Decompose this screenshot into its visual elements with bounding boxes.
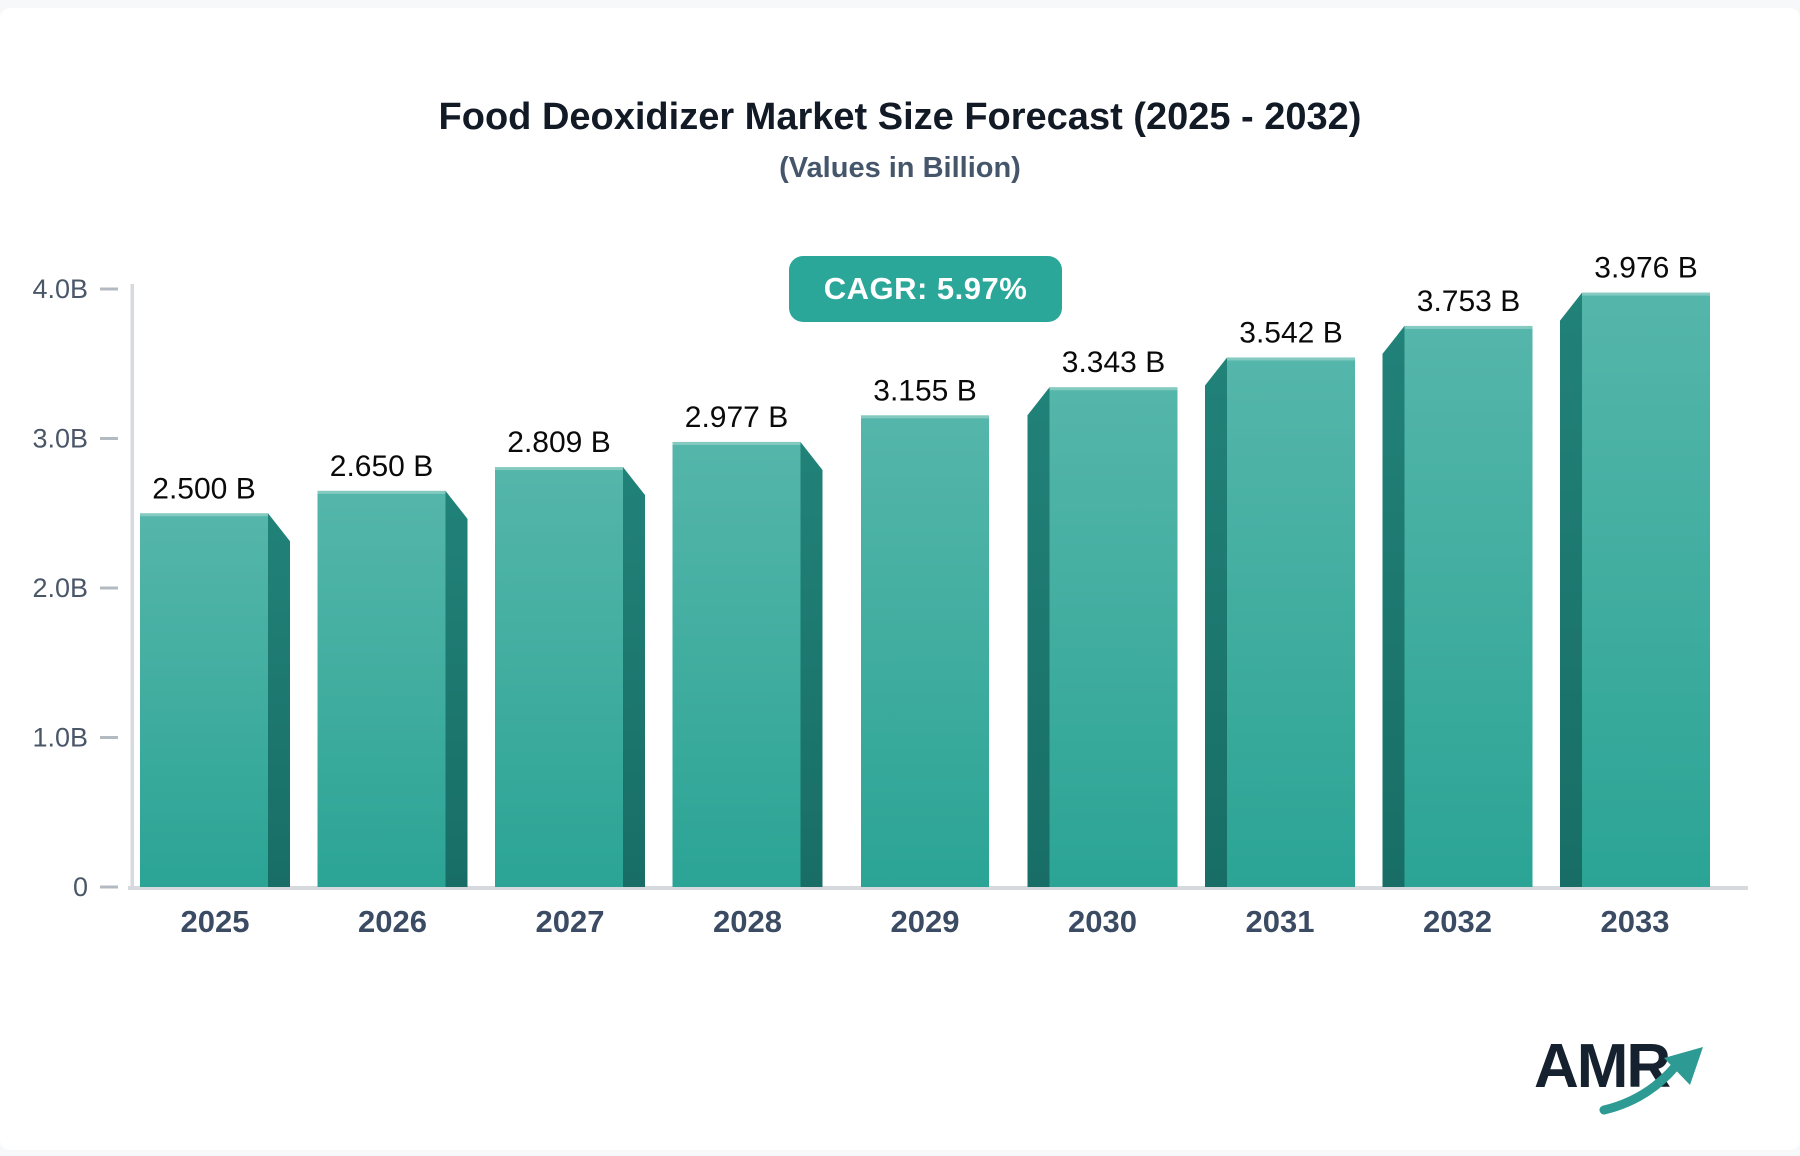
bar (1404, 325, 1533, 887)
bar (495, 467, 623, 887)
bar-top-highlight (861, 415, 989, 419)
cagr-badge: CAGR: 5.97% (789, 256, 1062, 322)
bar-top-highlight (1404, 325, 1533, 329)
x-tick-label: 2028 (713, 904, 782, 939)
bar-top-highlight (495, 467, 623, 471)
bar (672, 441, 801, 887)
bar-value-label: 2.650 B (330, 450, 433, 483)
chart-title: Food Deoxidizer Market Size Forecast (20… (438, 96, 1362, 138)
bar-side-panel (1205, 357, 1227, 887)
bar-top-highlight (1049, 387, 1178, 391)
x-tick-label: 2032 (1423, 904, 1492, 939)
bar-top-highlight (1582, 292, 1710, 296)
x-tick-label: 2029 (891, 904, 960, 939)
bar-value-label: 3.542 B (1239, 316, 1342, 349)
bar-top-highlight (1227, 357, 1355, 361)
y-tick-label: 4.0B (32, 274, 88, 304)
y-axis-line (130, 284, 134, 890)
x-tick-label: 2025 (181, 904, 250, 939)
x-axis-line (128, 886, 1748, 890)
bar (317, 490, 446, 887)
bar-top-highlight (140, 513, 268, 517)
bar-side-panel (800, 441, 823, 887)
x-tick-label: 2026 (358, 904, 427, 939)
bar-value-label: 3.976 B (1594, 252, 1697, 285)
growth-arrow-icon (1599, 1047, 1703, 1115)
y-tick-label: 0 (73, 872, 88, 902)
bar-value-label: 3.753 B (1417, 285, 1520, 318)
bar-side-panel (268, 513, 290, 887)
bar-side-panel (1382, 325, 1405, 887)
x-tick-label: 2031 (1246, 904, 1315, 939)
bar-side-panel (1560, 292, 1582, 887)
bar-value-label: 3.155 B (873, 374, 976, 407)
x-tick-label: 2030 (1068, 904, 1137, 939)
bar (861, 415, 989, 887)
bar (1227, 357, 1355, 887)
bar-top-highlight (317, 490, 446, 494)
amr-logo: AMR (1528, 1030, 1728, 1126)
bar-top-highlight (672, 441, 801, 445)
bar-value-label: 2.500 B (152, 472, 255, 505)
bar-value-label: 2.977 B (685, 401, 788, 434)
x-tick-label: 2033 (1601, 904, 1670, 939)
bar-side-panel (623, 467, 645, 887)
bar (1582, 292, 1710, 887)
bar-value-label: 3.343 B (1062, 346, 1165, 379)
y-tick-label: 1.0B (32, 723, 88, 753)
y-tick-label: 3.0B (32, 424, 88, 454)
bar-side-panel (1027, 387, 1050, 887)
bar-value-label: 2.809 B (507, 426, 610, 459)
bar (140, 513, 268, 887)
bar-side-panel (445, 490, 468, 887)
x-tick-label: 2027 (536, 904, 605, 939)
y-tick-label: 2.0B (32, 573, 88, 603)
chart-subtitle: (Values in Billion) (779, 152, 1021, 184)
cagr-badge-label: CAGR: 5.97% (823, 271, 1028, 306)
bar (1049, 387, 1178, 887)
